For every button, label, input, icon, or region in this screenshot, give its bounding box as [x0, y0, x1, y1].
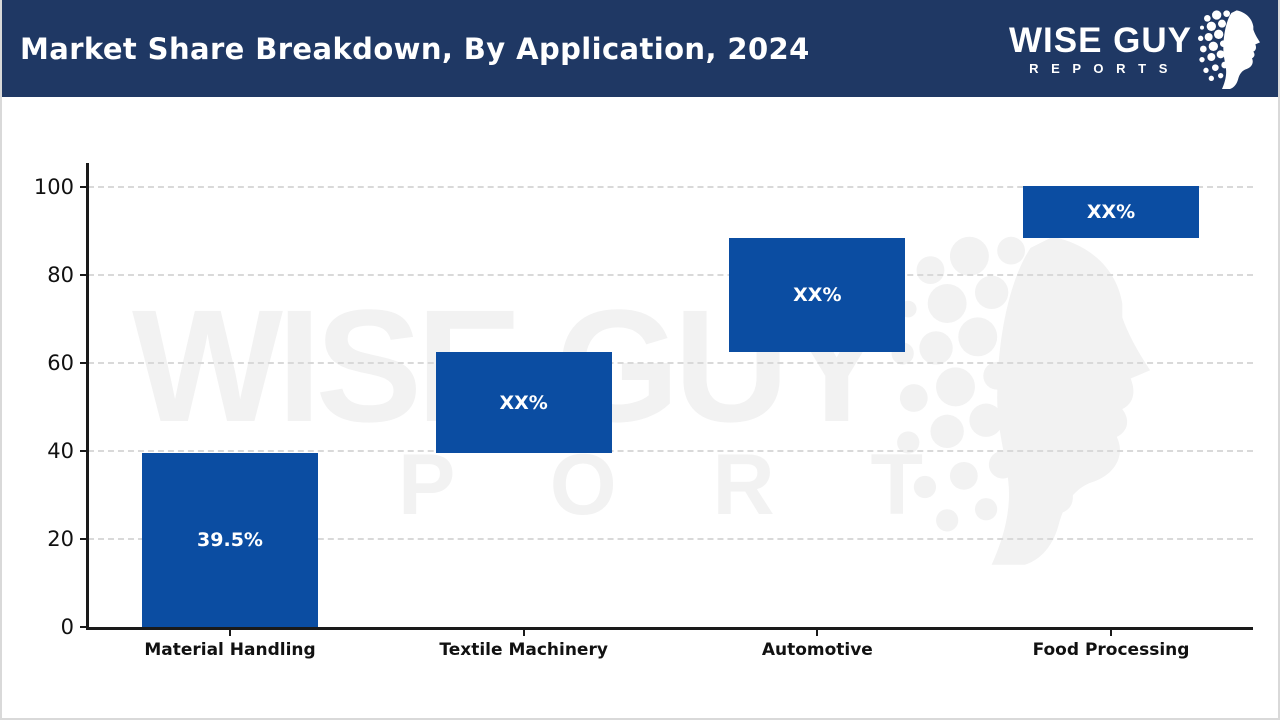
x-tick-label-textile-machinery: Textile Machinery — [439, 640, 608, 660]
y-tick-mark-0 — [80, 626, 88, 628]
x-tick-mark-2 — [522, 627, 525, 636]
y-tick-label-40: 40 — [47, 439, 74, 464]
gridline-80 — [88, 274, 1253, 277]
bar-value-label: XX% — [499, 391, 548, 414]
bar-material-handling: 39.5% — [142, 453, 318, 627]
bar-textile-machinery: XX% — [435, 352, 612, 454]
x-tick-label-material-handling: Material Handling — [144, 640, 316, 660]
logo-text: WISE GUY R E P O R T S — [1008, 21, 1192, 77]
x-axis-line — [86, 627, 1253, 630]
watermark-head-icon — [891, 236, 1151, 565]
y-tick-mark-40 — [80, 450, 88, 453]
gridline-40 — [88, 450, 1253, 453]
x-tick-label-automotive: Automotive — [761, 640, 873, 660]
page-title: Market Share Breakdown, By Application, … — [20, 31, 810, 66]
bar-value-label: XX% — [1086, 200, 1136, 223]
logo-subtext: R E P O R T S — [1029, 61, 1172, 76]
gridline-100 — [88, 186, 1253, 189]
y-axis-line — [86, 163, 89, 629]
wiseguy-head-icon — [1198, 10, 1260, 89]
logo-wordmark: WISE GUY — [1008, 21, 1192, 60]
y-tick-mark-20 — [80, 538, 88, 541]
x-tick-mark-1 — [229, 627, 231, 636]
y-tick-mark-80 — [80, 274, 88, 277]
y-tick-mark-60 — [80, 362, 88, 365]
y-tick-label-80: 80 — [47, 263, 74, 288]
x-tick-mark-4 — [1110, 627, 1112, 636]
bar-automotive: XX% — [729, 237, 906, 353]
header-band: Market Share Breakdown, By Application, … — [0, 0, 1280, 97]
bar-value-label: XX% — [793, 283, 842, 306]
bar-food-processing: XX% — [1023, 185, 1199, 238]
y-tick-label-100: 100 — [33, 175, 74, 200]
y-tick-mark-100 — [80, 186, 88, 189]
gridline-20 — [88, 538, 1253, 541]
wiseguy-logo: WISE GUY R E P O R T S — [1009, 4, 1264, 94]
y-tick-label-0: 0 — [60, 615, 74, 639]
gridline-60 — [88, 362, 1253, 365]
y-tick-label-60: 60 — [47, 351, 74, 376]
y-tick-label-20: 20 — [47, 527, 74, 552]
bar-value-label: 39.5% — [197, 529, 263, 552]
x-tick-mark-3 — [816, 627, 819, 636]
x-tick-label-food-processing: Food Processing — [1032, 640, 1190, 660]
